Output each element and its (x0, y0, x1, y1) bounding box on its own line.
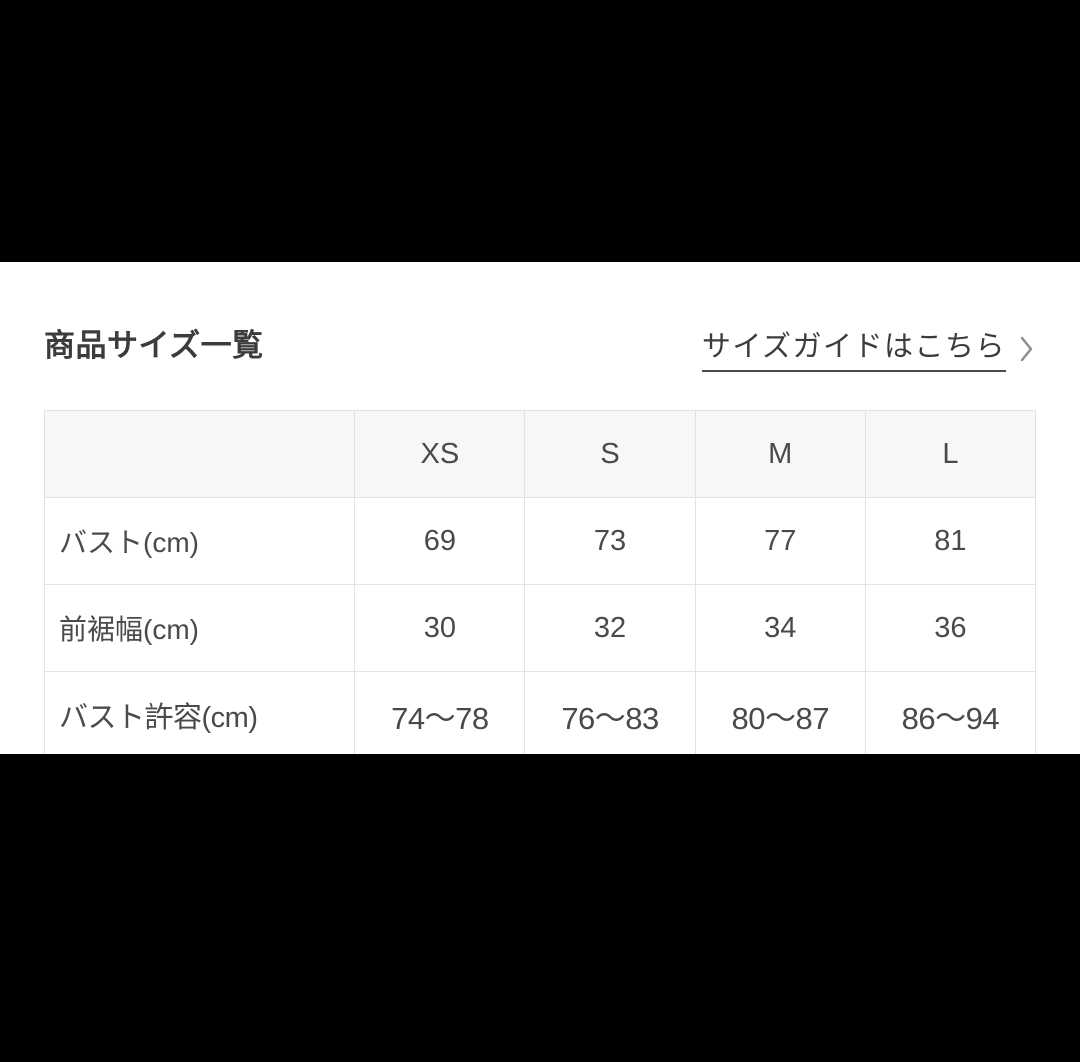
size-table-header: XS S M L (43, 410, 1037, 498)
section-header: 商品サイズ一覧 サイズガイドはこちら (44, 324, 1036, 386)
size-table-body: バスト(cm) 69 73 77 81 前裾幅(cm) 30 32 34 36 (43, 497, 1037, 754)
cell-hem-l: 36 (864, 584, 1037, 672)
cell-bust-s: 73 (524, 497, 696, 585)
cell-bust-tolerance-l: 86〜94 (864, 671, 1037, 754)
column-header-m: M (694, 410, 866, 498)
cell-hem-m: 34 (694, 584, 866, 672)
cell-bust-l: 81 (864, 497, 1037, 585)
cell-bust-m: 77 (694, 497, 866, 585)
table-row: バスト(cm) 69 73 77 81 (43, 497, 1037, 585)
size-table-container: XS S M L バスト(cm) 69 73 77 81 (43, 410, 1037, 754)
product-size-panel: 商品サイズ一覧 サイズガイドはこちら (0, 262, 1080, 754)
cell-bust-xs: 69 (354, 497, 526, 585)
table-corner-cell (43, 410, 356, 498)
cell-bust-tolerance-s: 76〜83 (524, 671, 696, 754)
table-header-row: XS S M L (43, 410, 1037, 498)
cell-bust-tolerance-xs: 74〜78 (354, 671, 526, 754)
row-label-bust: バスト(cm) (43, 497, 356, 585)
chevron-right-icon (1018, 334, 1036, 364)
table-row: バスト許容(cm) 74〜78 76〜83 80〜87 86〜94 (43, 671, 1037, 754)
column-header-l: L (864, 410, 1037, 498)
table-row: 前裾幅(cm) 30 32 34 36 (43, 584, 1037, 672)
size-guide-link-label: サイズガイドはこちら (701, 326, 1006, 372)
row-label-bust-tolerance: バスト許容(cm) (43, 671, 356, 754)
column-header-s: S (524, 410, 696, 498)
cell-hem-xs: 30 (354, 584, 526, 672)
row-label-front-hem-width: 前裾幅(cm) (43, 584, 356, 672)
product-size-table: XS S M L バスト(cm) 69 73 77 81 (43, 410, 1037, 754)
cell-bust-tolerance-m: 80〜87 (694, 671, 866, 754)
page-title: 商品サイズ一覧 (44, 328, 264, 363)
size-guide-link[interactable]: サイズガイドはこちら (701, 326, 1036, 372)
column-header-xs: XS (354, 410, 526, 498)
cell-hem-s: 32 (524, 584, 696, 672)
